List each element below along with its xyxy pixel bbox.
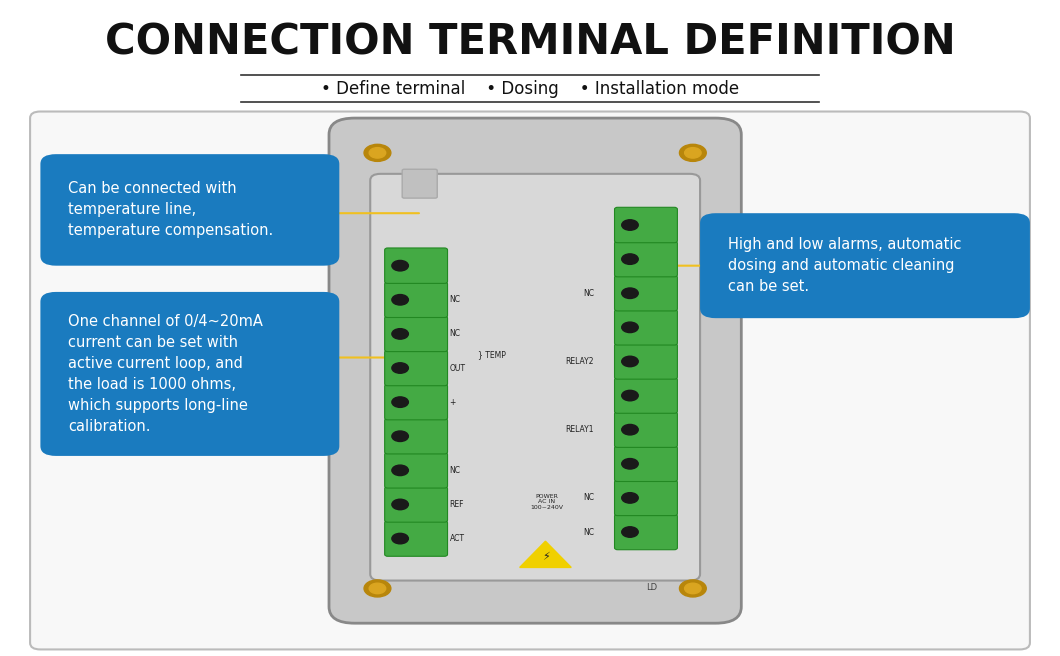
Circle shape bbox=[685, 148, 701, 158]
FancyBboxPatch shape bbox=[385, 282, 447, 318]
Circle shape bbox=[392, 533, 408, 544]
Circle shape bbox=[622, 424, 638, 435]
Polygon shape bbox=[519, 541, 571, 567]
Text: NC: NC bbox=[449, 329, 461, 338]
Circle shape bbox=[364, 144, 391, 161]
FancyBboxPatch shape bbox=[385, 487, 447, 522]
Text: NC: NC bbox=[583, 527, 594, 537]
Circle shape bbox=[364, 580, 391, 597]
FancyBboxPatch shape bbox=[370, 174, 700, 581]
Text: POWER
AC IN
100~240V: POWER AC IN 100~240V bbox=[530, 493, 563, 510]
Circle shape bbox=[392, 431, 408, 441]
FancyBboxPatch shape bbox=[615, 514, 677, 550]
Circle shape bbox=[392, 260, 408, 271]
FancyBboxPatch shape bbox=[615, 276, 677, 311]
Circle shape bbox=[622, 254, 638, 264]
Text: OUT: OUT bbox=[449, 363, 465, 373]
Circle shape bbox=[392, 499, 408, 510]
Text: NC: NC bbox=[583, 289, 594, 298]
Text: CONNECTION TERMINAL DEFINITION: CONNECTION TERMINAL DEFINITION bbox=[105, 22, 955, 64]
Circle shape bbox=[622, 220, 638, 230]
Text: +: + bbox=[449, 398, 456, 407]
FancyBboxPatch shape bbox=[329, 118, 741, 623]
Circle shape bbox=[369, 583, 386, 594]
FancyBboxPatch shape bbox=[385, 248, 447, 283]
Text: RELAY1: RELAY1 bbox=[565, 425, 594, 434]
FancyBboxPatch shape bbox=[615, 412, 677, 447]
FancyBboxPatch shape bbox=[385, 419, 447, 454]
Circle shape bbox=[369, 148, 386, 158]
FancyBboxPatch shape bbox=[615, 310, 677, 345]
Text: NC: NC bbox=[449, 295, 461, 304]
Circle shape bbox=[392, 397, 408, 407]
Text: ACT: ACT bbox=[449, 534, 464, 543]
FancyBboxPatch shape bbox=[385, 350, 447, 386]
Circle shape bbox=[622, 322, 638, 333]
FancyBboxPatch shape bbox=[615, 480, 677, 516]
Circle shape bbox=[622, 527, 638, 537]
FancyBboxPatch shape bbox=[40, 292, 339, 456]
Circle shape bbox=[622, 288, 638, 298]
Text: } TEMP: } TEMP bbox=[478, 350, 507, 359]
FancyBboxPatch shape bbox=[385, 521, 447, 556]
FancyBboxPatch shape bbox=[385, 316, 447, 352]
FancyBboxPatch shape bbox=[615, 344, 677, 379]
FancyBboxPatch shape bbox=[700, 213, 1030, 318]
Text: NC: NC bbox=[449, 466, 461, 475]
FancyBboxPatch shape bbox=[40, 154, 339, 266]
Circle shape bbox=[622, 493, 638, 503]
Text: Can be connected with
temperature line,
temperature compensation.: Can be connected with temperature line, … bbox=[68, 182, 273, 238]
FancyBboxPatch shape bbox=[615, 241, 677, 277]
Text: NC: NC bbox=[583, 493, 594, 502]
Text: One channel of 0/4~20mA
current can be set with
active current loop, and
the loa: One channel of 0/4~20mA current can be s… bbox=[68, 314, 263, 434]
Text: LD: LD bbox=[646, 583, 657, 592]
Circle shape bbox=[392, 363, 408, 373]
Circle shape bbox=[392, 295, 408, 305]
Circle shape bbox=[685, 583, 701, 594]
FancyBboxPatch shape bbox=[402, 169, 437, 198]
FancyBboxPatch shape bbox=[615, 207, 677, 243]
Text: REF: REF bbox=[449, 500, 464, 509]
Text: RELAY2: RELAY2 bbox=[565, 357, 594, 366]
Text: • Define terminal    • Dosing    • Installation mode: • Define terminal • Dosing • Installatio… bbox=[321, 79, 739, 98]
FancyBboxPatch shape bbox=[615, 378, 677, 413]
FancyBboxPatch shape bbox=[385, 384, 447, 420]
Circle shape bbox=[679, 144, 706, 161]
Text: ⚡: ⚡ bbox=[542, 552, 549, 563]
Text: High and low alarms, automatic
dosing and automatic cleaning
can be set.: High and low alarms, automatic dosing an… bbox=[728, 237, 961, 294]
Circle shape bbox=[679, 580, 706, 597]
FancyBboxPatch shape bbox=[615, 446, 677, 482]
Circle shape bbox=[622, 356, 638, 367]
Circle shape bbox=[392, 465, 408, 476]
FancyBboxPatch shape bbox=[385, 453, 447, 488]
Circle shape bbox=[622, 390, 638, 401]
FancyBboxPatch shape bbox=[30, 112, 1030, 649]
Circle shape bbox=[622, 459, 638, 469]
Circle shape bbox=[392, 329, 408, 339]
